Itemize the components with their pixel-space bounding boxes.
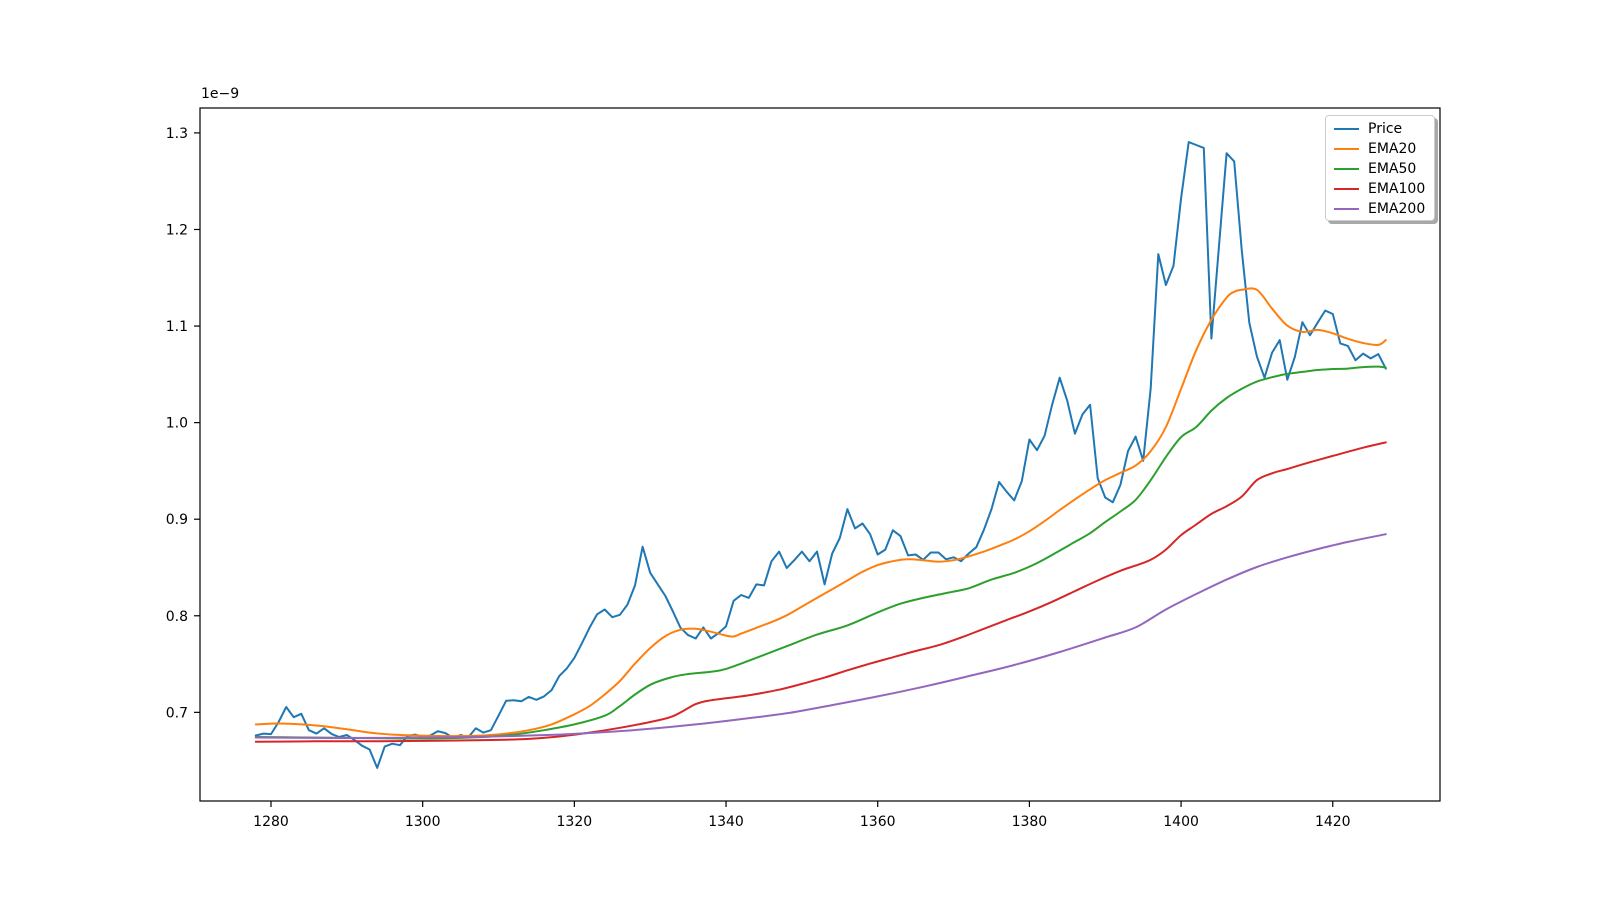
y-tick-label: 1.2 [166, 222, 188, 238]
ema200-line-swatch-icon [1334, 208, 1359, 210]
series-line-ema200 [254, 533, 1387, 739]
legend-item-price: Price [1334, 119, 1434, 139]
x-tick-label: 1280 [253, 814, 289, 830]
x-tick-label: 1340 [708, 814, 744, 830]
y-tick-label: 1.1 [166, 319, 188, 335]
y-axis-offset-label: 1e−9 [201, 86, 240, 102]
legend-label-ema200: EMA200 [1368, 201, 1426, 217]
y-tick-label: 1.0 [166, 416, 188, 432]
x-tick-label: 1360 [860, 814, 896, 830]
y-tick-label: 0.8 [166, 609, 188, 625]
price-line-swatch-icon [1334, 128, 1359, 130]
series-line-price [254, 141, 1387, 769]
x-tick-label: 1300 [405, 814, 441, 830]
x-tick-label: 1320 [557, 814, 593, 830]
legend-item-ema20: EMA20 [1334, 139, 1434, 159]
ema20-line-swatch-icon [1334, 148, 1359, 150]
legend-item-ema200: EMA200 [1334, 199, 1434, 219]
ema100-line-swatch-icon [1334, 188, 1359, 190]
series-line-ema20 [254, 287, 1387, 738]
legend-label-ema50: EMA50 [1368, 161, 1417, 177]
axes-frame [199, 107, 1441, 802]
x-tick-label: 1420 [1315, 814, 1351, 830]
y-tick-label: 1.3 [166, 126, 188, 142]
legend-item-ema100: EMA100 [1334, 179, 1434, 199]
x-tick-label: 1380 [1012, 814, 1048, 830]
y-tick-label: 0.7 [166, 705, 188, 721]
series-line-ema50 [254, 365, 1387, 740]
legend-label-ema100: EMA100 [1368, 181, 1426, 197]
legend-label-ema20: EMA20 [1368, 141, 1417, 157]
legend-item-ema50: EMA50 [1334, 159, 1434, 179]
legend: Price EMA20 EMA50 EMA100 EMA200 [1325, 115, 1435, 221]
y-tick-label: 0.9 [166, 512, 188, 528]
ema50-line-swatch-icon [1334, 168, 1359, 170]
x-tick-label: 1400 [1163, 814, 1199, 830]
series-line-ema100 [254, 441, 1387, 743]
legend-label-price: Price [1368, 121, 1403, 137]
